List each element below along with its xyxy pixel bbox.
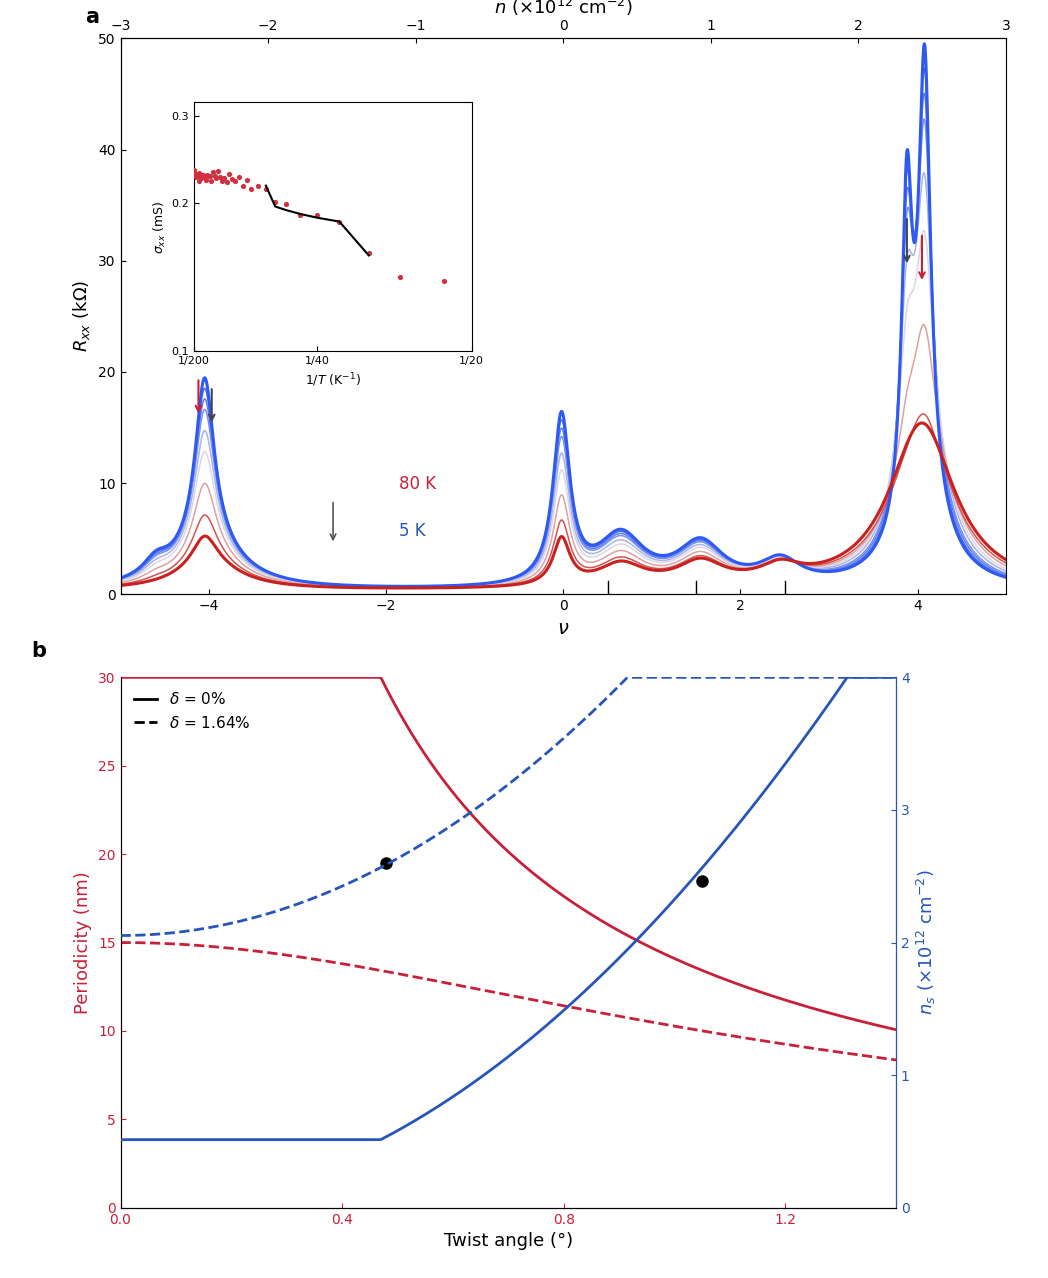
Text: a: a (85, 8, 100, 27)
Point (214, 171, 231, 192)
Point (392, 267, 409, 288)
Point (243, 179, 260, 199)
Point (203, 171, 220, 192)
Point (198, 170, 215, 190)
Point (291, 204, 308, 225)
Point (204, 162, 221, 183)
Point (193, 167, 210, 188)
Point (435, 271, 452, 291)
Point (196, 166, 213, 187)
Point (195, 165, 212, 185)
Point (278, 194, 294, 215)
Point (249, 176, 266, 197)
Point (210, 161, 226, 181)
Point (192, 164, 209, 184)
Point (194, 166, 211, 187)
Point (218, 173, 235, 193)
Point (189, 165, 205, 185)
Point (199, 165, 216, 185)
Y-axis label: $n_s$ ($\times$10$^{12}$ cm$^{-2}$): $n_s$ ($\times$10$^{12}$ cm$^{-2}$) (915, 869, 938, 1016)
Legend: $\delta$ = 0%, $\delta$ = 1.64%: $\delta$ = 0%, $\delta$ = 1.64% (128, 685, 257, 737)
Point (191, 170, 208, 190)
Point (201, 165, 218, 185)
Point (331, 212, 348, 233)
X-axis label: 1/$T$ (K$^{-1}$): 1/$T$ (K$^{-1}$) (305, 372, 361, 390)
X-axis label: Twist angle (°): Twist angle (°) (443, 1232, 573, 1250)
Text: b: b (31, 642, 46, 662)
Point (190, 165, 206, 185)
Point (200, 166, 217, 187)
Point (309, 204, 326, 225)
Point (361, 243, 377, 263)
Text: 5 K: 5 K (399, 523, 427, 541)
Point (227, 171, 244, 192)
Point (258, 179, 275, 199)
Point (231, 166, 247, 187)
Point (188, 164, 204, 184)
Y-axis label: $R_{xx}$ (k$\Omega$): $R_{xx}$ (k$\Omega$) (71, 280, 92, 353)
Point (224, 169, 241, 189)
Point (267, 192, 284, 212)
Point (197, 166, 214, 187)
Point (187, 165, 203, 185)
Point (208, 167, 224, 188)
Point (238, 170, 255, 190)
Point (191, 162, 208, 183)
Point (216, 169, 233, 189)
Point (221, 164, 238, 184)
X-axis label: $\nu$: $\nu$ (558, 619, 569, 638)
X-axis label: $n$ ($\times$10$^{12}$ cm$^{-2}$): $n$ ($\times$10$^{12}$ cm$^{-2}$) (494, 0, 633, 18)
Point (185, 160, 202, 180)
Y-axis label: Periodicity (nm): Periodicity (nm) (74, 872, 92, 1013)
Point (206, 166, 223, 187)
Point (212, 167, 228, 188)
Text: 80 K: 80 K (399, 474, 437, 492)
Point (187, 166, 203, 187)
Point (188, 167, 204, 188)
Y-axis label: $\sigma_{xx}$ (mS): $\sigma_{xx}$ (mS) (152, 201, 169, 253)
Point (234, 175, 250, 196)
